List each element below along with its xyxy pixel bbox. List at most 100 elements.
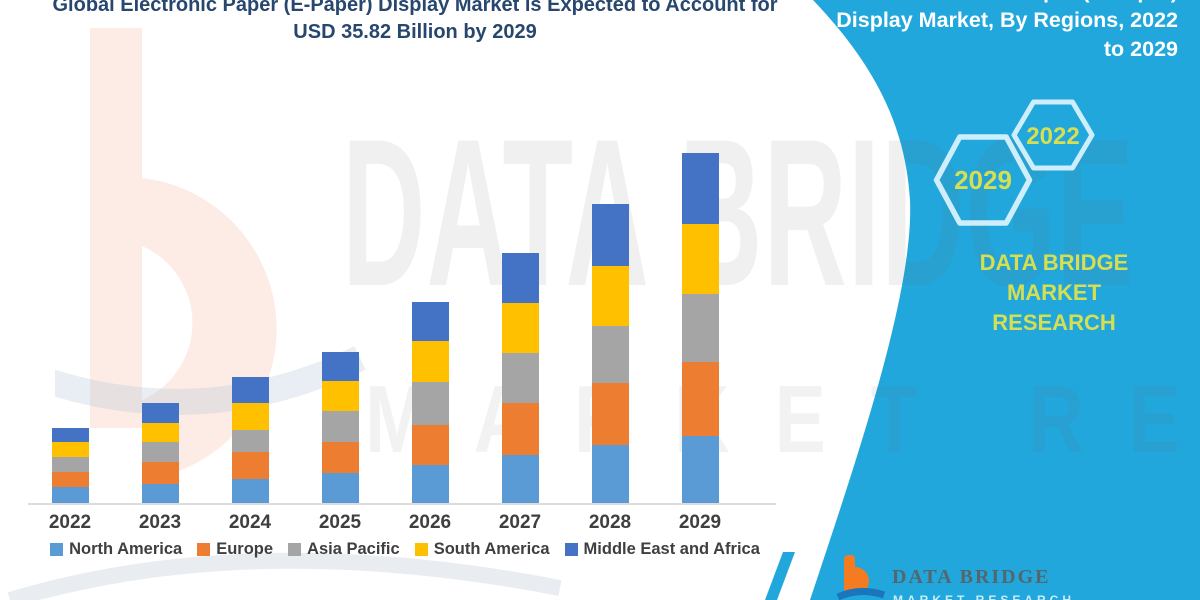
swoosh-arc	[7, 552, 562, 600]
bar-segment-south-america	[141, 422, 179, 443]
x-axis-label-2025: 2025	[318, 512, 362, 533]
side-panel-heading-line2: Display Market, By Regions, 2022	[836, 8, 1178, 32]
hexagon-2029-label: 2029	[954, 165, 1012, 195]
x-axis-line	[28, 503, 776, 505]
bar-segment-north-america	[141, 484, 179, 503]
legend-label: South America	[433, 540, 550, 558]
legend-label: Europe	[216, 540, 274, 558]
bar-segment-asia-pacific	[681, 294, 719, 362]
bar-segment-europe	[231, 452, 269, 480]
bar-segment-asia-pacific	[141, 442, 179, 462]
bar-segment-middle-east-and-africa	[591, 204, 629, 266]
legend-item-south-america: South America	[414, 540, 550, 559]
side-panel-heading-line1: Global Electronic Paper (E-Paper)	[798, 0, 1178, 6]
bar-segment-north-america	[681, 436, 719, 503]
legend-item-europe: Europe	[197, 540, 273, 559]
bar-segment-middle-east-and-africa	[681, 153, 719, 224]
x-axis-label-2028: 2028	[588, 512, 632, 533]
bar-segment-south-america	[51, 442, 89, 457]
stacked-bar-2027	[501, 253, 539, 503]
chart-title-line2: USD 35.82 Billion by 2029	[293, 21, 537, 43]
bar-segment-middle-east-and-africa	[231, 376, 269, 404]
bar-segment-middle-east-and-africa	[141, 403, 179, 423]
bars-layer: 2022 2023 2024 2025 2026 2027 2028 2029	[48, 153, 722, 533]
bar-segment-europe	[681, 361, 719, 437]
bar-segment-asia-pacific	[591, 325, 629, 384]
bar-segment-north-america	[411, 464, 449, 503]
stacked-bar-2025	[321, 352, 359, 503]
bar-segment-north-america	[591, 445, 629, 503]
x-axis-label-2026: 2026	[408, 512, 452, 533]
bar-segment-south-america	[681, 223, 719, 295]
legend-swatch	[414, 543, 428, 556]
bar-segment-north-america	[231, 479, 269, 503]
bar-segment-asia-pacific	[231, 429, 269, 453]
footer-logo	[836, 555, 886, 600]
footer-logo-b-stem	[844, 555, 855, 593]
legend-item-asia-pacific: Asia Pacific	[288, 540, 400, 559]
bar-segment-middle-east-and-africa	[321, 352, 359, 381]
legend-label: North America	[69, 540, 183, 558]
side-panel-heading-line3: to 2029	[1103, 37, 1178, 61]
hexagon-2029	[933, 134, 1033, 226]
bar-segment-north-america	[51, 487, 89, 503]
bar-segment-south-america	[411, 341, 449, 383]
stacked-bar-2024	[231, 376, 269, 503]
stacked-bar-2022	[51, 427, 89, 503]
side-panel-brand: DATA BRIDGE MARKET RESEARCH	[938, 248, 1170, 338]
bar-segment-asia-pacific	[501, 353, 539, 404]
bar-segment-north-america	[321, 472, 359, 503]
stacked-bar-2028	[591, 204, 629, 503]
side-panel-brand-line2: RESEARCH	[992, 310, 1116, 335]
footer-sub-brand-text: MARKET RESEARCH	[893, 593, 1076, 600]
legend-swatch	[50, 543, 64, 556]
bar-segment-europe	[321, 442, 359, 473]
bar-segment-south-america	[321, 380, 359, 411]
x-axis-label-2024: 2024	[228, 512, 272, 533]
hexagon-2022	[1011, 99, 1095, 171]
x-axis-label-2029: 2029	[678, 512, 722, 533]
bar-segment-south-america	[591, 265, 629, 326]
legend-swatch	[197, 543, 211, 556]
hexagon-2022-label: 2022	[1026, 123, 1079, 150]
legend-label: Asia Pacific	[307, 540, 400, 558]
chart-title: Global Electronic Paper (E-Paper) Displa…	[5, 0, 825, 46]
side-panel-brand-line1: DATA BRIDGE MARKET	[979, 250, 1129, 305]
bar-segment-europe	[501, 403, 539, 455]
bar-segment-south-america	[501, 303, 539, 354]
chart-title-line1: Global Electronic Paper (E-Paper) Displa…	[52, 0, 778, 16]
bar-segment-south-america	[231, 403, 269, 430]
bar-segment-europe	[591, 383, 629, 446]
bar-segment-europe	[141, 461, 179, 485]
bar-segment-middle-east-and-africa	[51, 427, 89, 443]
x-axis-label-2027: 2027	[498, 512, 542, 533]
x-axis-label-2022: 2022	[48, 512, 92, 533]
side-panel-shape	[810, 0, 1200, 600]
footer-brand-text: DATA BRIDGE	[892, 566, 1051, 588]
x-axis-label-2023: 2023	[138, 512, 182, 533]
bar-segment-middle-east-and-africa	[501, 253, 539, 304]
legend-label: Middle East and Africa	[583, 540, 760, 558]
legend-swatch	[288, 543, 302, 556]
bar-segment-north-america	[501, 454, 539, 503]
bar-segment-asia-pacific	[411, 382, 449, 425]
stacked-bar-2026	[411, 302, 449, 503]
logo-b-stem	[90, 28, 142, 428]
legend-swatch	[564, 543, 578, 556]
stacked-bar-2023	[141, 403, 179, 503]
bar-segment-middle-east-and-africa	[411, 302, 449, 342]
bar-segment-europe	[51, 471, 89, 488]
legend: North America Europe Asia Pacific South Ame…	[25, 540, 785, 559]
bar-segment-asia-pacific	[321, 410, 359, 443]
bottom-swoosh-decoration	[7, 552, 562, 600]
bar-segment-europe	[411, 424, 449, 465]
legend-item-middle-east-and-africa: Middle East and Africa	[564, 540, 760, 559]
bar-segment-asia-pacific	[51, 456, 89, 472]
footer-strip-sliver	[765, 552, 795, 600]
logo-swoosh	[55, 346, 365, 415]
stacked-bar-2029	[681, 153, 719, 503]
legend-item-north-america: North America	[50, 540, 182, 559]
